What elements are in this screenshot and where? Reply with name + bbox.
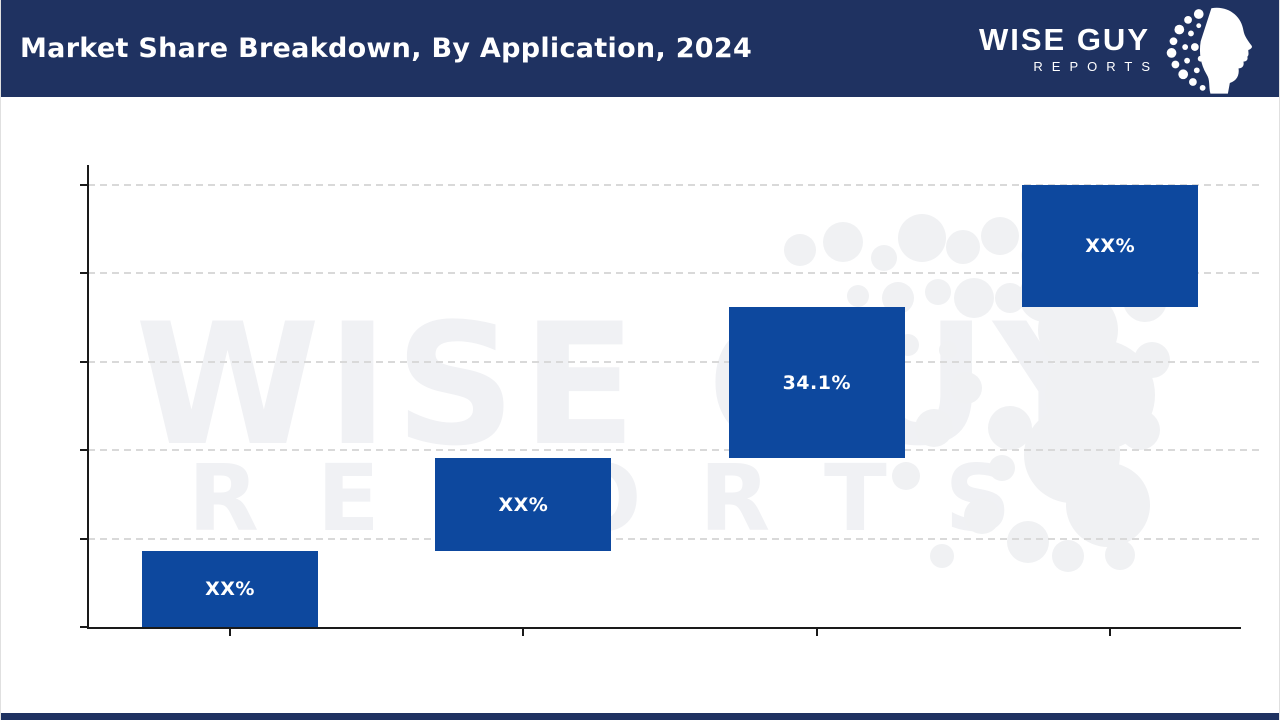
bar-nutraceuticals: XX% (435, 458, 612, 551)
watermark-face-dot (989, 455, 1015, 481)
watermark-face-dot (939, 341, 957, 359)
x-axis-tick-mark (815, 629, 818, 636)
watermark-face-dot (847, 285, 869, 307)
watermark-face-dot (898, 214, 946, 262)
chart-area: WISE GUY REPORTS XX% XX% 34.1% XX% (0, 97, 1280, 713)
bar-value-label: XX% (205, 577, 255, 600)
watermark-face-dot (1134, 342, 1170, 378)
watermark-face-dot (1120, 410, 1160, 450)
watermark-face-dot (1105, 540, 1135, 570)
bar-food-and-beverages: XX% (1022, 185, 1199, 308)
y-gridline (88, 360, 1264, 363)
y-gridline (88, 537, 1264, 540)
logo-wordmark-line1: WISE GUY (978, 22, 1150, 57)
logo-wordmark: WISE GUY REPORTS (978, 22, 1150, 75)
x-axis-tick-mark (1109, 629, 1112, 636)
y-axis-tick-mark (80, 537, 88, 540)
watermark-face-dot (946, 230, 980, 264)
x-axis-tick-mark (229, 629, 231, 636)
y-axis-tick-mark (80, 626, 88, 628)
brand-logo: WISE GUY REPORTS (979, 4, 1258, 94)
watermark-face-dot (1066, 463, 1150, 547)
bar-value-label: 34.1% (782, 371, 851, 394)
y-axis-tick-mark (80, 360, 88, 363)
logo-wordmark-line2: REPORTS (1033, 59, 1159, 74)
bar-value-label: XX% (498, 493, 549, 516)
watermark-face-dot (954, 278, 994, 318)
y-axis-tick-mark (80, 272, 88, 275)
y-axis-line (87, 165, 89, 629)
x-axis-line (87, 627, 1241, 629)
bar-value-label: XX% (1085, 235, 1136, 258)
y-gridline (88, 184, 1264, 186)
watermark-face-dot (1052, 540, 1084, 572)
y-gridline (88, 449, 1264, 452)
watermark-face-dot (930, 544, 954, 568)
chart-title: Market Share Breakdown, By Application, … (20, 33, 753, 64)
watermark-face-dot (1007, 521, 1049, 563)
watermark-face-dot (981, 217, 1019, 255)
watermark-face-dot (871, 245, 897, 271)
footer-bar (0, 713, 1280, 720)
watermark-face-dot (892, 462, 920, 490)
y-axis-tick-mark (80, 449, 88, 452)
watermark-face-dot (925, 279, 951, 305)
y-gridline (88, 272, 1264, 275)
x-axis-tick-mark (522, 629, 525, 636)
bar-cosmetics: XX% (142, 550, 318, 627)
watermark-face-dot (964, 498, 1000, 534)
watermark-face-dot (915, 409, 953, 447)
watermark-face-dot (988, 406, 1032, 450)
header-banner: Market Share Breakdown, By Application, … (0, 0, 1280, 97)
watermark-face-dot (950, 372, 982, 404)
logo-face-icon (1166, 7, 1252, 94)
bar-pharmaceuticals: 34.1% (728, 307, 905, 459)
watermark-subtitle: REPORTS (188, 445, 1070, 552)
watermark-face-dot (784, 234, 816, 266)
watermark-face-dot (823, 222, 863, 262)
y-axis-tick-mark (80, 184, 88, 186)
